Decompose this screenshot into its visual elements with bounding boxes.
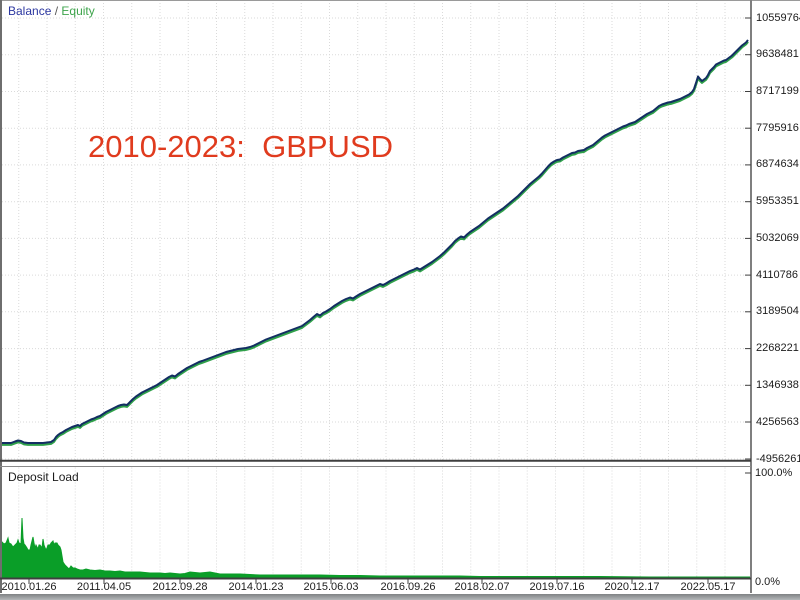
y-axis-label: 6874634: [756, 158, 799, 171]
deposit-load-area: [0, 517, 751, 579]
x-axis-label: 2022.05.17: [680, 581, 736, 593]
y-axis-label: 7795916: [756, 121, 799, 134]
x-axis-label: 2020.12.17: [604, 581, 660, 593]
y-axis-label: 5953351: [756, 195, 799, 208]
y-axis-label: 9638481: [756, 48, 799, 61]
y-axis-label: 10559764: [756, 11, 800, 24]
x-axis-label: 2011.04.05: [76, 581, 132, 593]
y-axis-label: 4110786: [756, 268, 799, 281]
chart-title-annotation: 2010-2023: GBPUSD: [88, 129, 394, 164]
legend: Balance / Equity: [8, 4, 95, 18]
y-axis-label: 1346938: [756, 378, 799, 391]
x-axis-label: 2014.01.23: [228, 581, 284, 593]
y-axis-label: 5032069: [756, 231, 799, 244]
window-bottom-edge: [0, 594, 800, 600]
y-axis-label: 8717199: [756, 85, 799, 97]
balance-equity-lines: [0, 39, 749, 446]
x-axis-label: 2016.09.26: [380, 581, 436, 593]
x-axis-label: 2012.09.28: [152, 581, 208, 593]
x-axis-label: 2010.01.26: [1, 581, 57, 593]
y-axis-label: 4256563: [756, 415, 799, 428]
deposit-max-label: 100.0%: [755, 467, 793, 479]
y-axis-label: 2268221: [756, 342, 799, 355]
x-axis-label: 2018.02.07: [454, 581, 510, 593]
x-axis-label: 2015.06.03: [303, 581, 359, 593]
legend-balance-label: Balance: [8, 4, 52, 18]
y-axis-label: -4956261: [756, 452, 800, 465]
x-axis-label: 2019.07.16: [529, 581, 585, 593]
deposit-load-title: Deposit Load: [8, 470, 79, 484]
deposit-min-label: 0.0%: [755, 576, 781, 588]
y-axis-label: 3189504: [756, 305, 799, 318]
legend-separator: /: [51, 4, 62, 18]
gridlines: [2, 0, 750, 577]
legend-equity-label: Equity: [61, 4, 95, 18]
